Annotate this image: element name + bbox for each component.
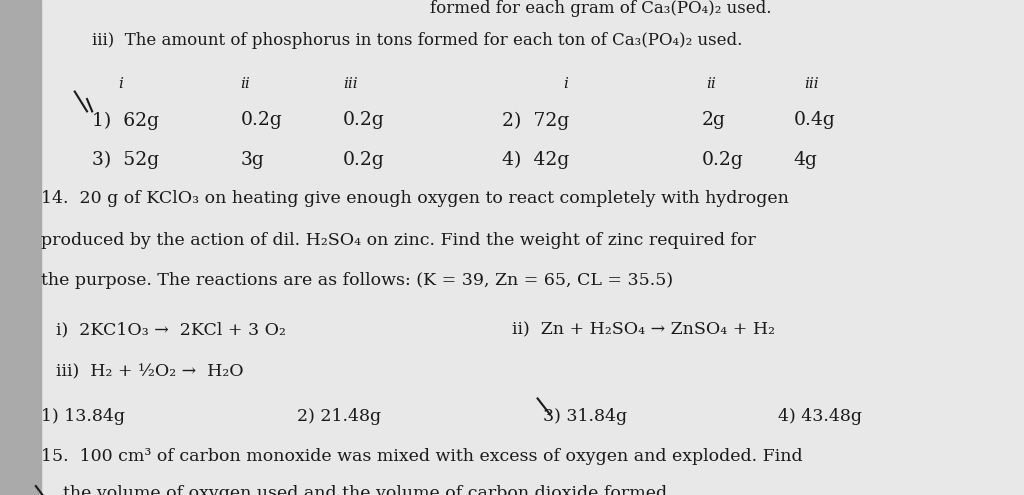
Text: i: i xyxy=(118,77,123,91)
Text: 1) 13.84g: 1) 13.84g xyxy=(41,408,125,425)
Text: i: i xyxy=(563,77,568,91)
Text: 0.4g: 0.4g xyxy=(794,111,836,129)
Text: 1)  62g: 1) 62g xyxy=(92,111,159,130)
Text: 2)  72g: 2) 72g xyxy=(502,111,569,130)
Text: ii: ii xyxy=(241,77,251,91)
Text: formed for each gram of Ca₃(PO₄)₂ used.: formed for each gram of Ca₃(PO₄)₂ used. xyxy=(430,0,771,17)
Bar xyxy=(0,0,41,495)
Text: iii: iii xyxy=(343,77,357,91)
Text: ii: ii xyxy=(707,77,717,91)
Text: 4)  42g: 4) 42g xyxy=(502,151,569,169)
Text: iii: iii xyxy=(804,77,818,91)
Text: 0.2g: 0.2g xyxy=(701,151,743,169)
Text: the volume of oxygen used and the volume of carbon dioxide formed.: the volume of oxygen used and the volume… xyxy=(41,485,673,495)
Text: ii)  Zn + H₂SO₄ → ZnSO₄ + H₂: ii) Zn + H₂SO₄ → ZnSO₄ + H₂ xyxy=(512,322,775,339)
Text: 2g: 2g xyxy=(701,111,725,129)
Text: i)  2KC1O₃ →  2KCl + 3 O₂: i) 2KC1O₃ → 2KCl + 3 O₂ xyxy=(56,322,286,339)
Text: 0.2g: 0.2g xyxy=(343,111,385,129)
Text: 0.2g: 0.2g xyxy=(241,111,283,129)
Text: 3)  52g: 3) 52g xyxy=(92,151,160,169)
Text: 15.  100 cm³ of carbon monoxide was mixed with excess of oxygen and exploded. Fi: 15. 100 cm³ of carbon monoxide was mixed… xyxy=(41,448,803,465)
Text: 0.2g: 0.2g xyxy=(343,151,385,169)
Text: 2) 21.48g: 2) 21.48g xyxy=(297,408,381,425)
Text: the purpose. The reactions are as follows: (K = 39, Zn = 65, CL = 35.5): the purpose. The reactions are as follow… xyxy=(41,272,673,289)
Text: 3g: 3g xyxy=(241,151,264,169)
Text: 4g: 4g xyxy=(794,151,817,169)
Text: iii)  H₂ + ½O₂ →  H₂O: iii) H₂ + ½O₂ → H₂O xyxy=(56,364,244,381)
Text: 3) 31.84g: 3) 31.84g xyxy=(543,408,627,425)
Text: 14.  20 g of KClO₃ on heating give enough oxygen to react completely with hydrog: 14. 20 g of KClO₃ on heating give enough… xyxy=(41,190,788,207)
Text: produced by the action of dil. H₂SO₄ on zinc. Find the weight of zinc required f: produced by the action of dil. H₂SO₄ on … xyxy=(41,232,756,249)
Text: 4) 43.48g: 4) 43.48g xyxy=(778,408,862,425)
Text: iii)  The amount of phosphorus in tons formed for each ton of Ca₃(PO₄)₂ used.: iii) The amount of phosphorus in tons fo… xyxy=(92,32,742,49)
